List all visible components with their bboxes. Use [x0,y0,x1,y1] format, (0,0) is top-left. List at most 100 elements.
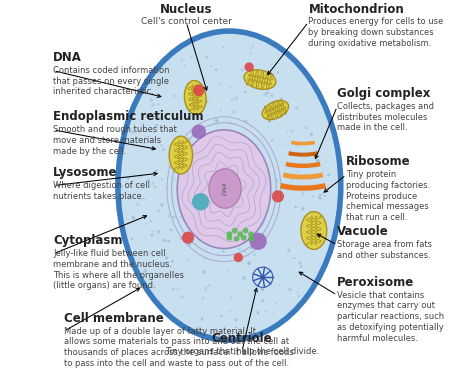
Circle shape [149,263,152,266]
Circle shape [127,177,130,180]
Ellipse shape [169,136,192,174]
Circle shape [324,195,326,197]
Circle shape [310,142,313,144]
Circle shape [150,220,152,222]
Text: Nucleus: Nucleus [160,3,212,15]
Circle shape [234,253,243,262]
Circle shape [214,68,218,71]
Ellipse shape [184,80,206,115]
Circle shape [213,157,214,159]
Circle shape [151,103,155,107]
Circle shape [261,299,264,302]
Text: Cell membrane: Cell membrane [64,312,164,325]
Circle shape [237,196,240,200]
Circle shape [248,236,254,242]
Circle shape [191,170,194,172]
Circle shape [173,95,175,97]
Text: Cell's control center: Cell's control center [141,17,232,26]
Text: Smooth and rough tubes that
move and store materials
made by the cell.: Smooth and rough tubes that move and sto… [53,125,177,156]
Circle shape [223,179,226,183]
Circle shape [257,312,259,314]
Circle shape [177,288,179,290]
Circle shape [163,239,166,242]
Circle shape [230,297,232,299]
Circle shape [180,183,184,187]
Circle shape [227,235,232,241]
Circle shape [252,45,254,47]
Circle shape [245,62,254,72]
Circle shape [271,63,273,65]
Circle shape [297,291,299,293]
Circle shape [144,268,147,272]
Circle shape [180,237,182,240]
Circle shape [170,229,173,231]
Circle shape [265,92,268,95]
Circle shape [287,249,291,252]
Circle shape [220,83,221,85]
Circle shape [155,124,158,127]
Text: Centriole: Centriole [211,332,272,345]
Circle shape [192,193,209,211]
Circle shape [211,206,214,209]
Circle shape [262,114,264,116]
Circle shape [187,259,190,261]
Ellipse shape [177,130,271,249]
Circle shape [180,145,183,149]
Circle shape [219,150,221,152]
Circle shape [252,76,253,77]
Circle shape [234,318,237,321]
Circle shape [325,131,327,133]
Circle shape [198,196,200,198]
Circle shape [126,182,128,185]
Circle shape [228,121,231,124]
Circle shape [258,223,260,225]
Circle shape [151,230,154,233]
Circle shape [297,108,298,110]
Circle shape [172,288,175,291]
Circle shape [312,178,313,179]
Circle shape [312,196,314,198]
Circle shape [197,155,200,158]
Circle shape [187,147,188,148]
Circle shape [214,181,216,183]
Circle shape [250,52,252,55]
Circle shape [308,238,310,240]
Circle shape [145,223,147,225]
Circle shape [235,97,238,100]
Circle shape [298,261,301,264]
Circle shape [227,231,232,237]
Circle shape [139,174,142,177]
Circle shape [187,195,191,198]
Circle shape [295,106,298,109]
Circle shape [210,65,212,67]
Circle shape [328,173,330,176]
Circle shape [327,189,329,191]
Circle shape [241,68,244,71]
Circle shape [275,179,279,183]
Circle shape [312,155,314,158]
Circle shape [220,315,223,317]
Circle shape [191,133,193,135]
Circle shape [234,236,239,242]
Circle shape [277,71,279,74]
Circle shape [191,101,193,103]
Circle shape [265,310,267,312]
Circle shape [228,310,231,312]
Circle shape [151,234,154,237]
Text: Mitochondrion: Mitochondrion [309,3,404,15]
Circle shape [181,295,184,299]
Circle shape [167,214,170,217]
Circle shape [241,235,246,241]
Circle shape [189,243,191,246]
Circle shape [215,118,218,122]
Circle shape [142,123,144,125]
Circle shape [273,313,274,315]
Circle shape [222,47,224,49]
Circle shape [183,64,185,66]
Circle shape [261,275,265,279]
Text: Ribosome: Ribosome [346,155,411,168]
Circle shape [156,115,159,118]
Circle shape [191,124,206,139]
Circle shape [254,253,256,256]
Circle shape [196,220,200,224]
